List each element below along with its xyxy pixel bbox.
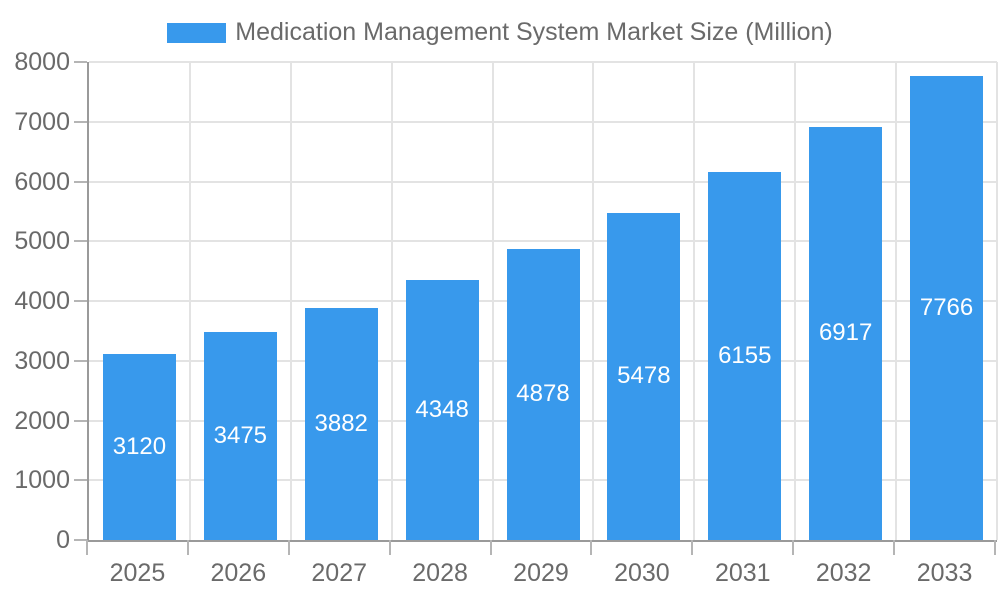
bar-value-label: 6155	[718, 342, 772, 370]
x-axis-tick	[287, 540, 290, 555]
x-axis-tick	[86, 540, 88, 555]
bar-2025: 3120	[102, 353, 176, 540]
bar-2030: 5478	[607, 212, 681, 540]
x-axis-label: 2032	[815, 559, 872, 587]
x-gridline	[289, 62, 292, 540]
x-gridline	[895, 62, 898, 540]
y-axis-tick	[74, 120, 87, 123]
x-axis-tick	[893, 540, 896, 555]
chart-legend[interactable]: Medication Management System Market Size…	[0, 18, 1000, 47]
y-gridline	[89, 120, 997, 123]
y-axis-label: 5000	[14, 227, 70, 256]
x-axis-label: 2029	[513, 559, 569, 587]
x-gridline	[693, 62, 696, 540]
x-axis-tick	[691, 540, 694, 555]
y-axis-tick	[74, 479, 87, 482]
y-axis-label: 2000	[14, 406, 70, 435]
x-gridline	[188, 62, 191, 540]
bar-value-label: 4348	[415, 396, 469, 424]
x-axis-tick	[994, 540, 996, 555]
y-axis-label: 3000	[14, 346, 70, 375]
legend-swatch-icon	[167, 22, 227, 43]
bar-value-label: 3120	[112, 432, 167, 460]
bar-value-label: 3882	[314, 410, 368, 438]
bar-value-label: 7766	[919, 293, 974, 321]
y-axis-tick	[74, 180, 87, 183]
y-axis-label: 8000	[14, 48, 70, 76]
bar-2033: 7766	[910, 75, 984, 540]
x-gridline	[592, 62, 595, 540]
bar-2032: 6917	[809, 126, 883, 540]
bar-value-label: 6917	[818, 319, 873, 347]
x-axis-label: 2025	[109, 559, 166, 587]
y-axis-tick	[74, 61, 87, 63]
y-gridline	[89, 240, 997, 243]
x-gridline	[794, 62, 797, 540]
x-axis-tick	[792, 540, 795, 555]
y-axis-label: 0	[56, 526, 70, 554]
legend-label: Medication Management System Market Size…	[235, 18, 833, 46]
x-axis-label: 2026	[210, 559, 267, 587]
y-axis-tick	[74, 300, 87, 302]
x-axis-label: 2028	[412, 559, 468, 587]
bar-2029: 4878	[506, 248, 580, 540]
plot-area: 3120 3475 3882 4348 4878 5478 6155 6917 7766	[87, 61, 998, 542]
bar-value-label: 4878	[516, 380, 570, 408]
y-axis-label: 6000	[14, 167, 70, 196]
y-axis-label: 7000	[14, 107, 70, 136]
x-axis-label: 2030	[614, 559, 670, 587]
x-axis-tick	[489, 540, 492, 555]
bar-2028: 4348	[405, 280, 479, 540]
y-axis-tick	[74, 419, 87, 422]
y-gridline	[89, 180, 997, 183]
y-axis-tick	[74, 539, 87, 541]
bar-2027: 3882	[304, 308, 378, 540]
x-axis-label: 2031	[714, 559, 771, 587]
x-axis-label: 2027	[311, 559, 368, 587]
x-axis-tick	[186, 540, 189, 555]
x-gridline	[996, 62, 998, 540]
y-axis-tick	[74, 359, 87, 362]
x-axis-label: 2033	[916, 559, 973, 587]
x-gridline	[390, 62, 393, 540]
y-gridline	[89, 61, 997, 63]
x-gridline	[491, 62, 494, 540]
bar-2031: 6155	[708, 172, 782, 540]
y-axis-label: 1000	[14, 466, 70, 495]
bar-value-label: 3475	[213, 422, 268, 450]
y-axis-tick	[74, 240, 87, 243]
bar-value-label: 5478	[617, 362, 671, 390]
y-axis-label: 4000	[14, 287, 70, 315]
bar-2026: 3475	[203, 332, 277, 540]
x-axis-tick	[388, 540, 391, 555]
x-axis-tick	[590, 540, 593, 555]
